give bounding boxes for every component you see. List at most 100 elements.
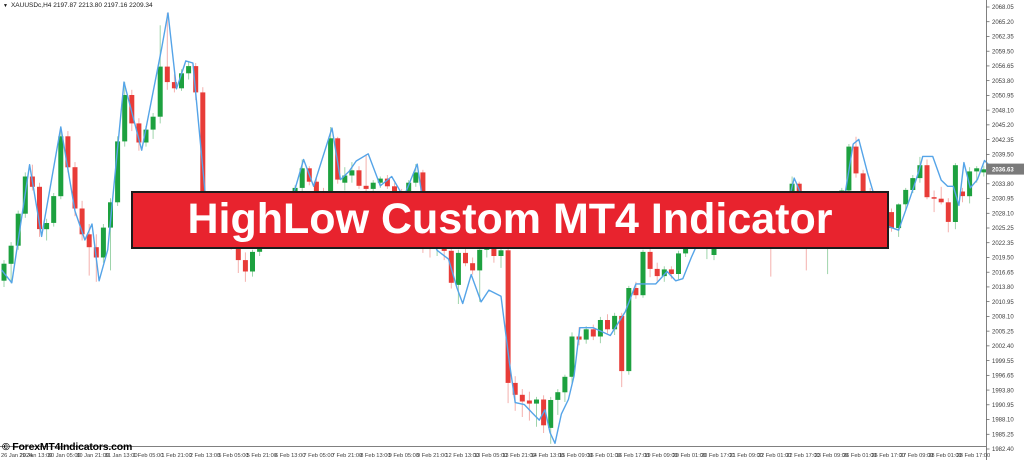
price-axis-label: 2048.10 <box>992 108 1014 114</box>
price-axis-label: 2010.95 <box>992 300 1014 306</box>
candle-body <box>626 288 632 372</box>
candle-body <box>193 66 199 93</box>
candle-body <box>668 269 674 274</box>
candle-body <box>86 234 92 248</box>
time-axis-label: 30 Jan 05:00 <box>48 453 81 459</box>
tick-direction-icon: ▼ <box>3 2 8 9</box>
price-axis-label: 1990.95 <box>992 403 1014 409</box>
candle-body <box>58 136 64 197</box>
time-axis-label: 5 Feb 05:00 <box>218 453 248 459</box>
price-axis[interactable]: 2068.05 2065.20 2062.35 2059.50 2056.65 2053.… <box>986 5 1015 453</box>
price-axis-label: 2039.50 <box>992 153 1014 159</box>
time-axis-label: 30 Jan 21:00 <box>76 453 109 459</box>
candle-body <box>143 129 149 143</box>
price-axis-label: 2033.80 <box>992 182 1014 188</box>
price-axis-label: 2065.20 <box>992 20 1014 26</box>
time-axis-label: 20 Feb 01:00 <box>673 453 707 459</box>
candle-body <box>491 242 497 256</box>
price-axis-label: 2059.50 <box>992 49 1014 55</box>
candle-body <box>896 204 902 229</box>
candle-body <box>633 288 639 296</box>
candle-body <box>789 183 795 199</box>
candle-body <box>129 95 135 124</box>
time-axis-label: 14 Feb 13:00 <box>531 453 565 459</box>
time-axis-label: 9 Feb 05:00 <box>389 453 419 459</box>
price-axis-label: 1982.40 <box>992 447 1014 453</box>
price-axis-label: 2016.65 <box>992 270 1014 276</box>
banner-title: HighLow Custom MT4 Indicator <box>187 194 833 243</box>
price-axis-label: 2025.25 <box>992 226 1014 232</box>
price-axis-label: 1988.10 <box>992 418 1014 424</box>
time-axis-label: 29 Jan 13:00 <box>19 453 52 459</box>
price-axis-label: 2028.10 <box>992 211 1014 217</box>
candle-body <box>413 172 419 183</box>
candle-body <box>342 175 348 183</box>
candle-body <box>640 251 646 296</box>
candle-body <box>299 168 305 188</box>
candle-body <box>363 185 369 189</box>
time-axis-label: 7 Feb 21:00 <box>332 453 362 459</box>
candle-body <box>455 252 461 285</box>
time-axis-label: 13 Feb 05:00 <box>474 453 508 459</box>
time-axis-label: 27 Feb 09:00 <box>900 453 934 459</box>
time-axis-label: 22 Feb 17:00 <box>786 453 820 459</box>
candle-body <box>377 178 383 183</box>
time-axis-label: 1 Feb 05:00 <box>133 453 163 459</box>
candle-body <box>917 165 923 179</box>
price-axis-label: 1985.25 <box>992 432 1014 438</box>
candle-body <box>392 186 397 193</box>
price-axis-label: 2008.10 <box>992 315 1014 321</box>
candle-body <box>171 82 177 89</box>
candle-body <box>945 202 951 222</box>
candle-body <box>605 320 610 330</box>
time-axis-label: 5 Feb 21:00 <box>247 453 277 459</box>
price-axis-label: 2045.20 <box>992 123 1014 129</box>
price-axis-label: 1996.65 <box>992 374 1014 380</box>
candle-body <box>93 247 99 258</box>
candle-body <box>328 138 334 199</box>
price-axis-label: 2019.50 <box>992 256 1014 262</box>
candle-body <box>250 251 255 272</box>
time-axis-label: 22 Feb 01:00 <box>758 453 792 459</box>
candle-body <box>164 66 170 83</box>
current-price-tag-bg <box>986 163 1024 175</box>
candle-body <box>519 394 525 402</box>
price-axis-label: 2068.05 <box>992 5 1014 11</box>
candle-body <box>51 196 57 223</box>
candle-body <box>534 399 539 404</box>
candle-body <box>242 260 248 272</box>
candle-body <box>349 170 355 176</box>
time-axis-label: 15 Feb 09:00 <box>559 453 593 459</box>
candle-body <box>654 268 660 277</box>
time-axis-label: 23 Feb 09:00 <box>815 453 849 459</box>
time-axis-label: 1 Feb 21:00 <box>161 453 191 459</box>
price-axis-label: 2013.80 <box>992 285 1014 291</box>
time-axis-label: 26 Jan 2024 <box>1 453 32 459</box>
candle-body <box>463 252 468 264</box>
candle-body <box>548 400 554 428</box>
time-axis-label: 16 Feb 01:00 <box>587 453 621 459</box>
time-axis-label: 31 Jan 13:00 <box>105 453 138 459</box>
candle-body <box>313 181 319 192</box>
price-axis-label: 2030.95 <box>992 197 1014 203</box>
candle-body <box>15 213 21 246</box>
candle-body <box>619 315 625 372</box>
candle-body <box>903 189 909 205</box>
current-price-tag: 2036.63 <box>986 163 1024 175</box>
candle-body <box>65 136 71 168</box>
candle-body <box>44 223 50 230</box>
candle-body <box>981 169 987 173</box>
time-axis-label: 13 Feb 21:00 <box>502 453 536 459</box>
current-price-value: 2036.63 <box>992 168 1014 174</box>
highlow-indicator-line <box>1 12 991 444</box>
time-axis-label: 16 Feb 17:00 <box>616 453 650 459</box>
time-axis-label: 28 Feb 17:00 <box>957 453 991 459</box>
candle-body <box>526 400 532 404</box>
candle-body <box>924 165 930 198</box>
watermark-link: © ForexMT4Indicators.com <box>2 441 133 453</box>
price-axis-label: 2005.25 <box>992 329 1014 335</box>
price-axis-label: 2042.35 <box>992 138 1014 144</box>
price-axis-label: 2022.35 <box>992 241 1014 247</box>
